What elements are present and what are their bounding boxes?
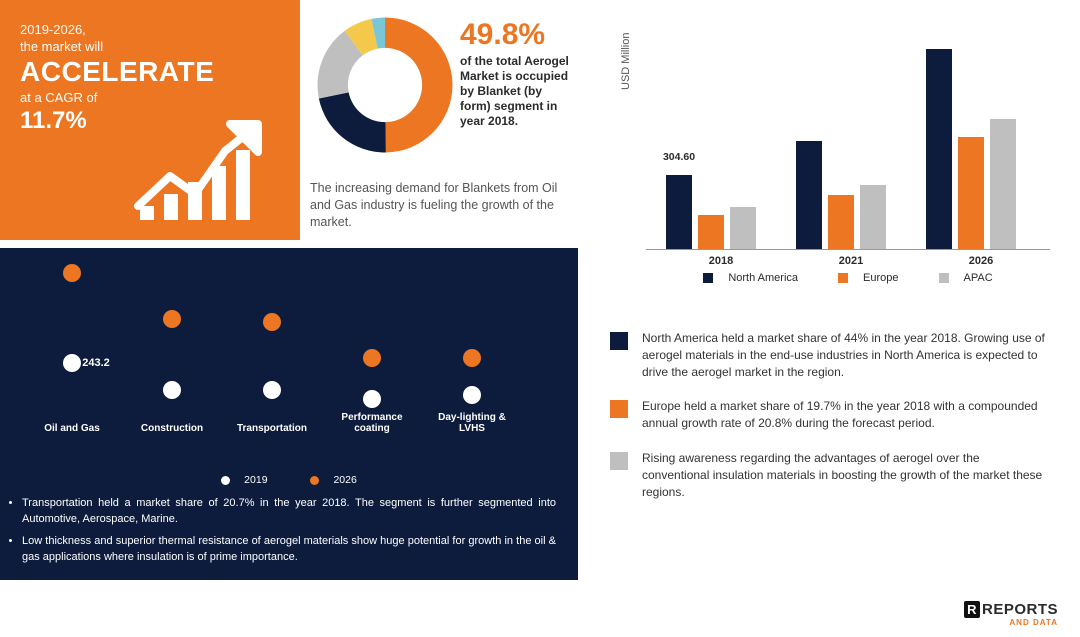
legend-swatch <box>838 273 848 283</box>
legend-label: Europe <box>863 272 898 284</box>
bar <box>828 195 854 249</box>
donut-caption: The increasing demand for Blankets from … <box>310 180 570 231</box>
scatter-col: Construction <box>126 262 218 434</box>
scatter-point-2019 <box>63 354 81 372</box>
logo-sub: AND DATA <box>964 618 1058 627</box>
legend-swatch <box>939 273 949 283</box>
scatter-chart: Oil and Gas 243.2 Construction Transportati… <box>22 262 556 472</box>
bar <box>990 119 1016 249</box>
donut-stat-text: of the total Aerogel Market is occupied … <box>460 54 570 129</box>
bar <box>666 175 692 249</box>
bar <box>796 141 822 249</box>
scatter-cat-label: Oil and Gas <box>26 423 118 434</box>
scatter-panel: Oil and Gas 243.2 Construction Transportati… <box>0 248 578 580</box>
bar-group-label: 2026 <box>926 255 1036 267</box>
bar <box>730 207 756 249</box>
scatter-cat-label: Day-lighting & LVHS <box>426 412 518 434</box>
bar-area: 304.60201820212026 <box>646 30 1050 250</box>
bar <box>860 185 886 249</box>
bar-value-label: 304.60 <box>663 151 695 163</box>
y-axis-label: USD Million <box>620 33 632 90</box>
region-bar-chart: USD Million 304.60201820212026 North Ame… <box>610 30 1050 290</box>
scatter-point-2026 <box>63 264 81 282</box>
scatter-cat-label: Performance coating <box>326 412 418 434</box>
scatter-cat-label: Transportation <box>226 423 318 434</box>
headline-text: ACCELERATE <box>20 56 280 88</box>
bullet-swatch <box>610 332 628 350</box>
region-bullets: North America held a market share of 44%… <box>610 330 1050 518</box>
bar-legend: North America Europe APAC <box>646 272 1050 284</box>
bar-group-label: 2018 <box>666 255 776 267</box>
scatter-legend: 2019 2026 <box>22 474 556 486</box>
bar <box>698 215 724 249</box>
scatter-value-label: 243.2 <box>82 357 110 369</box>
scatter-point-2019 <box>263 381 281 399</box>
subtitle-text: the market will <box>20 39 280 54</box>
bar-group-label: 2021 <box>796 255 906 267</box>
donut-stat-value: 49.8% <box>460 18 570 52</box>
scatter-col: Day-lighting & LVHS <box>426 262 518 434</box>
logo-brand: REPORTS <box>982 601 1058 618</box>
accelerate-box: 2019-2026, the market will ACCELERATE at… <box>0 0 300 240</box>
region-bullet: Rising awareness regarding the advantage… <box>610 450 1050 500</box>
scatter-point-2026 <box>463 349 481 367</box>
bullet-text: North America held a market share of 44%… <box>642 330 1050 380</box>
legend-label: North America <box>728 272 798 284</box>
scatter-point-2026 <box>263 313 281 331</box>
scatter-bullet: Transportation held a market share of 20… <box>22 496 556 528</box>
legend-label: APAC <box>964 272 993 284</box>
cagr-prefix: at a CAGR of <box>20 90 280 105</box>
bar <box>926 49 952 249</box>
donut-stat: 49.8% of the total Aerogel Market is occ… <box>460 18 570 129</box>
scatter-cat-label: Construction <box>126 423 218 434</box>
scatter-col: Performance coating <box>326 262 418 434</box>
legend-2026: 2026 <box>333 474 356 486</box>
region-bullet: Europe held a market share of 19.7% in t… <box>610 398 1050 432</box>
brand-logo: RREPORTS AND DATA <box>964 601 1058 627</box>
bar <box>958 137 984 249</box>
bullet-text: Rising awareness regarding the advantage… <box>642 450 1050 500</box>
scatter-point-2026 <box>363 349 381 367</box>
scatter-bullet: Low thickness and superior thermal resis… <box>22 534 556 566</box>
scatter-point-2026 <box>163 310 181 328</box>
growth-arrow-icon <box>130 106 280 226</box>
bullet-swatch <box>610 452 628 470</box>
bullet-swatch <box>610 400 628 418</box>
legend-swatch <box>703 273 713 283</box>
donut-slice <box>385 18 453 153</box>
scatter-bullets: Transportation held a market share of 20… <box>22 496 556 566</box>
logo-icon: R <box>964 601 980 618</box>
legend-2019: 2019 <box>244 474 267 486</box>
scatter-point-2019 <box>163 381 181 399</box>
scatter-col: Transportation <box>226 262 318 434</box>
scatter-col: Oil and Gas 243.2 <box>26 262 118 434</box>
period-text: 2019-2026, <box>20 22 280 37</box>
bullet-text: Europe held a market share of 19.7% in t… <box>642 398 1050 432</box>
scatter-point-2019 <box>463 386 481 404</box>
scatter-point-2019 <box>363 390 381 408</box>
donut-slice <box>319 92 386 152</box>
region-bullet: North America held a market share of 44%… <box>610 330 1050 380</box>
